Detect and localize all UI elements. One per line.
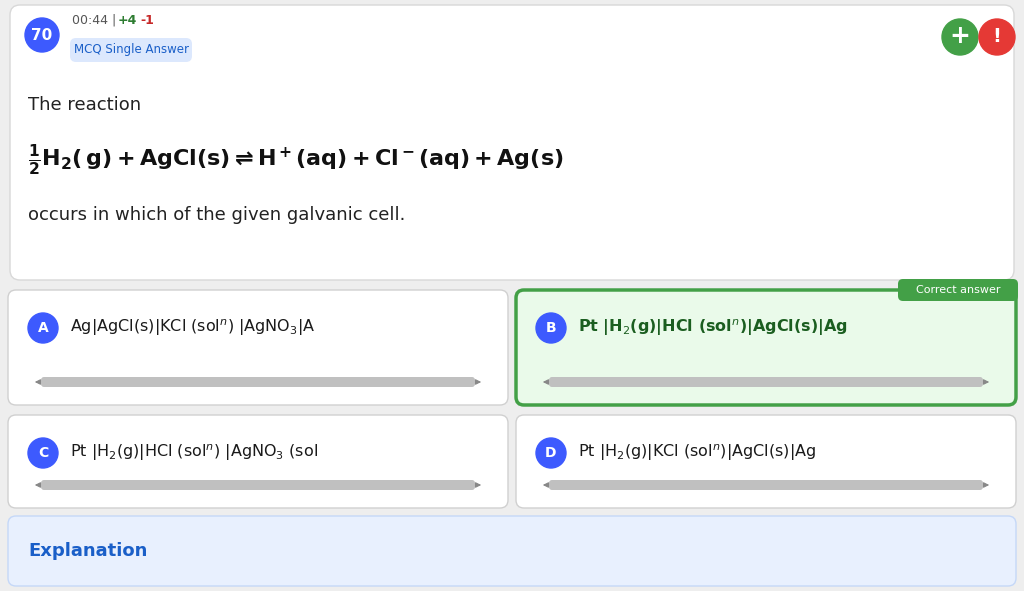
Circle shape — [979, 19, 1015, 55]
FancyBboxPatch shape — [8, 516, 1016, 586]
Text: Correct answer: Correct answer — [915, 285, 1000, 295]
Text: -1: -1 — [140, 14, 154, 27]
Text: C: C — [38, 446, 48, 460]
Circle shape — [942, 19, 978, 55]
FancyBboxPatch shape — [8, 415, 508, 508]
Circle shape — [28, 313, 58, 343]
Text: A: A — [38, 321, 48, 335]
Circle shape — [536, 313, 566, 343]
FancyBboxPatch shape — [516, 415, 1016, 508]
Circle shape — [25, 18, 59, 52]
Text: Pt |H$_2$(g)|KCl (sol$^{n}$)|AgCl(s)|Ag: Pt |H$_2$(g)|KCl (sol$^{n}$)|AgCl(s)|Ag — [578, 443, 816, 463]
FancyBboxPatch shape — [41, 480, 475, 490]
Text: MCQ Single Answer: MCQ Single Answer — [74, 44, 188, 57]
FancyBboxPatch shape — [549, 480, 983, 490]
Text: The reaction: The reaction — [28, 96, 141, 114]
Text: B: B — [546, 321, 556, 335]
FancyBboxPatch shape — [898, 279, 1018, 301]
Circle shape — [536, 438, 566, 468]
FancyBboxPatch shape — [549, 377, 983, 387]
Text: Pt |H$_2$(g)|HCl (sol$^{n}$)|AgCl(s)|Ag: Pt |H$_2$(g)|HCl (sol$^{n}$)|AgCl(s)|Ag — [578, 318, 848, 338]
FancyBboxPatch shape — [70, 38, 193, 62]
FancyBboxPatch shape — [41, 377, 475, 387]
Text: D: D — [545, 446, 557, 460]
FancyBboxPatch shape — [8, 290, 508, 405]
FancyBboxPatch shape — [516, 290, 1016, 405]
Text: Explanation: Explanation — [28, 542, 147, 560]
Circle shape — [28, 438, 58, 468]
Text: +4: +4 — [118, 14, 137, 27]
Text: !: ! — [992, 28, 1001, 47]
Text: 70: 70 — [32, 28, 52, 43]
Text: Ag|AgCl(s)|KCl (sol$^{n}$) |AgNO$_3$|A: Ag|AgCl(s)|KCl (sol$^{n}$) |AgNO$_3$|A — [70, 318, 315, 338]
FancyBboxPatch shape — [10, 5, 1014, 280]
Text: 00:44 |: 00:44 | — [72, 14, 117, 27]
Text: $\mathbf{\frac{1}{2}H_2(\,g) + AgCl(s) \rightleftharpoons H^+(aq) + Cl^-(aq) + A: $\mathbf{\frac{1}{2}H_2(\,g) + AgCl(s) \… — [28, 142, 563, 177]
Text: Pt |H$_2$(g)|HCl (sol$^{n}$) |AgNO$_3$ (sol: Pt |H$_2$(g)|HCl (sol$^{n}$) |AgNO$_3$ (… — [70, 443, 318, 463]
Text: occurs in which of the given galvanic cell.: occurs in which of the given galvanic ce… — [28, 206, 406, 224]
Text: +: + — [949, 24, 971, 48]
